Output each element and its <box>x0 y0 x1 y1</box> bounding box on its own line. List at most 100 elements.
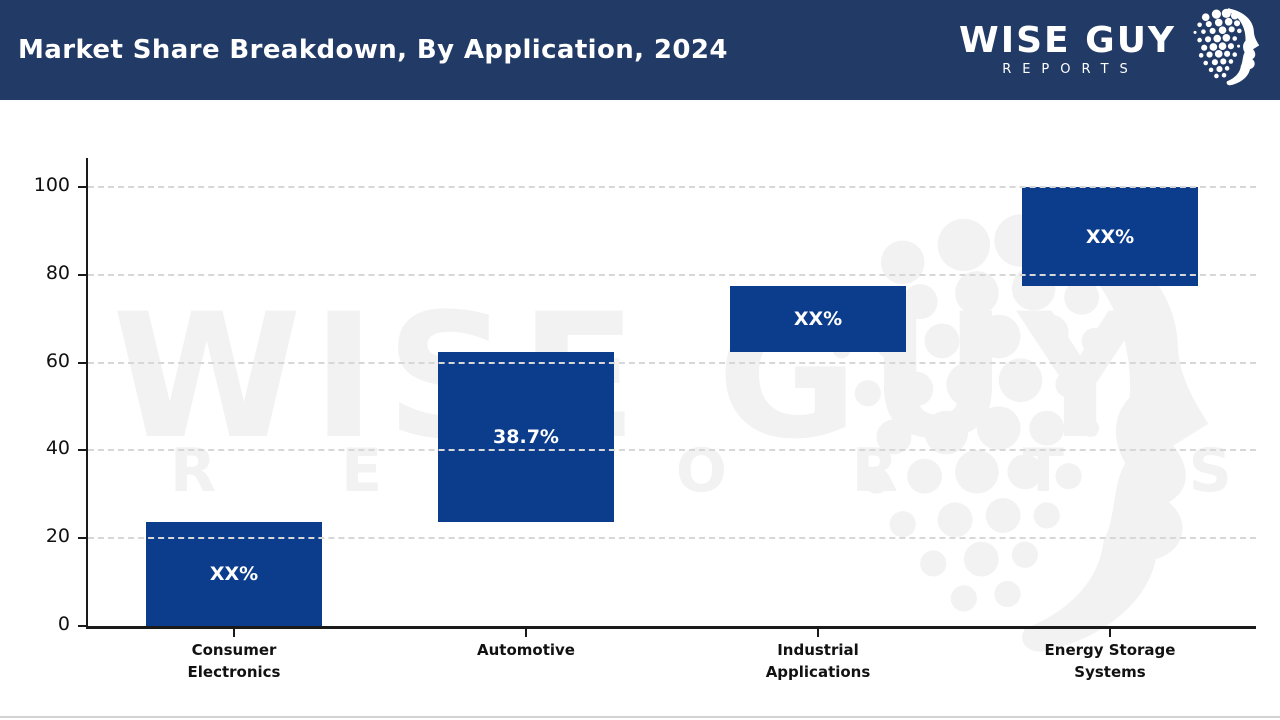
gridline-60 <box>88 361 1256 364</box>
gridline-20 <box>88 537 1256 540</box>
bar-value-label: XX% <box>209 562 259 585</box>
head-dot <box>950 585 977 612</box>
bar-value-label: XX% <box>1085 225 1135 248</box>
head-dot <box>1201 29 1206 34</box>
head-dot <box>1197 37 1202 43</box>
head-dot <box>1209 43 1218 51</box>
head-dot <box>1216 66 1223 73</box>
head-dot <box>1237 28 1242 34</box>
gridline-40 <box>88 449 1256 452</box>
watermark-subtitle: R E P O R T S <box>170 436 1280 506</box>
head-dot <box>1033 314 1069 350</box>
head-dot <box>1081 327 1108 354</box>
head-dot <box>1214 18 1223 27</box>
head-dot <box>1055 463 1082 490</box>
head-dot <box>1204 36 1212 43</box>
head-dot <box>1233 20 1241 27</box>
head-dot <box>1232 52 1238 57</box>
head-dot <box>1033 502 1060 529</box>
head-dot <box>1064 279 1100 315</box>
head-dot <box>1206 51 1213 58</box>
head-dot <box>1209 27 1216 34</box>
head-dot <box>1214 73 1219 79</box>
head-dot <box>955 271 999 315</box>
head-dot <box>1237 44 1241 48</box>
y-axis-spine <box>86 158 88 629</box>
y-tick <box>78 625 86 627</box>
y-tick <box>78 449 86 452</box>
head-dot <box>1029 410 1065 446</box>
y-tick-label: 80 <box>45 261 70 284</box>
head-dot <box>880 240 925 285</box>
head-dot <box>1007 454 1043 490</box>
y-tick <box>78 537 86 540</box>
head-dot <box>1208 67 1214 73</box>
bar-value-label: XX% <box>793 308 843 331</box>
head-dot <box>876 419 912 455</box>
head-dot <box>1218 26 1227 34</box>
head-dot <box>976 314 1021 359</box>
head-dot <box>1228 59 1234 64</box>
head-dot <box>1211 59 1218 66</box>
head-dot <box>902 284 938 320</box>
head-dot <box>1224 17 1233 26</box>
y-tick-label: 40 <box>45 437 70 460</box>
x-axis-spine <box>86 626 1256 629</box>
bar-energy-storage-systems: XX% <box>1022 187 1198 287</box>
head-dot <box>907 458 942 494</box>
y-tick-label: 100 <box>33 174 70 196</box>
head-dot <box>1011 541 1038 568</box>
bottom-divider <box>0 716 1280 718</box>
head-dot <box>985 498 1021 533</box>
y-tick <box>78 186 86 188</box>
bar-industrial-applications: XX% <box>730 286 906 353</box>
head-dot <box>1214 50 1223 58</box>
head-dot <box>1197 22 1202 28</box>
gridline-80 <box>88 273 1256 276</box>
head-dot <box>1211 9 1221 19</box>
head-dot <box>1218 42 1227 50</box>
bar-automotive: 38.7% <box>438 352 614 522</box>
head-dot <box>854 380 881 407</box>
head-dot <box>955 450 999 494</box>
wiseguy-logo: WISE GUY REPORTS <box>959 8 1260 92</box>
head-dot <box>937 502 973 538</box>
head-dot <box>1201 13 1210 21</box>
y-tick-label: 20 <box>45 525 70 548</box>
head-dot <box>920 550 947 577</box>
x-tick <box>525 629 527 637</box>
head-dot <box>889 511 916 538</box>
chart-area: WISE GUY R E P O R T S XX% 38.7% XX% XX% 0 20… <box>0 100 1280 720</box>
head-dot <box>1203 60 1209 66</box>
head-dot <box>994 580 1021 608</box>
head-dot <box>1205 20 1212 28</box>
x-tick <box>1109 629 1111 637</box>
head-dot <box>1081 419 1100 437</box>
bar-consumer-electronics: XX% <box>146 521 322 626</box>
head-dot <box>924 323 960 359</box>
head-dot <box>1213 34 1221 43</box>
head-dot <box>1221 72 1227 78</box>
head-dot <box>998 358 1043 402</box>
page-title: Market Share Breakdown, By Application, … <box>18 35 728 65</box>
head-dot <box>1201 44 1208 51</box>
head-dot <box>1224 66 1230 71</box>
head-dot <box>976 406 1021 450</box>
gridline-100 <box>88 186 1256 188</box>
head-dot <box>1228 26 1235 33</box>
x-tick-label-energy-storage-systems: Energy Storage Systems <box>1044 641 1176 681</box>
head-dot <box>1220 58 1227 65</box>
y-tick <box>78 361 86 364</box>
head-dot <box>937 218 990 272</box>
head-dot <box>946 362 990 407</box>
y-tick-label: 0 <box>57 613 70 635</box>
head-dot <box>1055 371 1082 398</box>
head-dot <box>1193 30 1197 34</box>
face-profile <box>1022 211 1209 652</box>
logo-text: WISE GUY REPORTS <box>958 20 1176 78</box>
logo-wordmark: WISE GUY <box>958 20 1176 61</box>
x-tick <box>233 629 235 637</box>
head-dot <box>1227 43 1234 50</box>
y-tick-label: 60 <box>45 349 70 372</box>
x-tick-label-automotive: Automotive <box>477 641 575 659</box>
